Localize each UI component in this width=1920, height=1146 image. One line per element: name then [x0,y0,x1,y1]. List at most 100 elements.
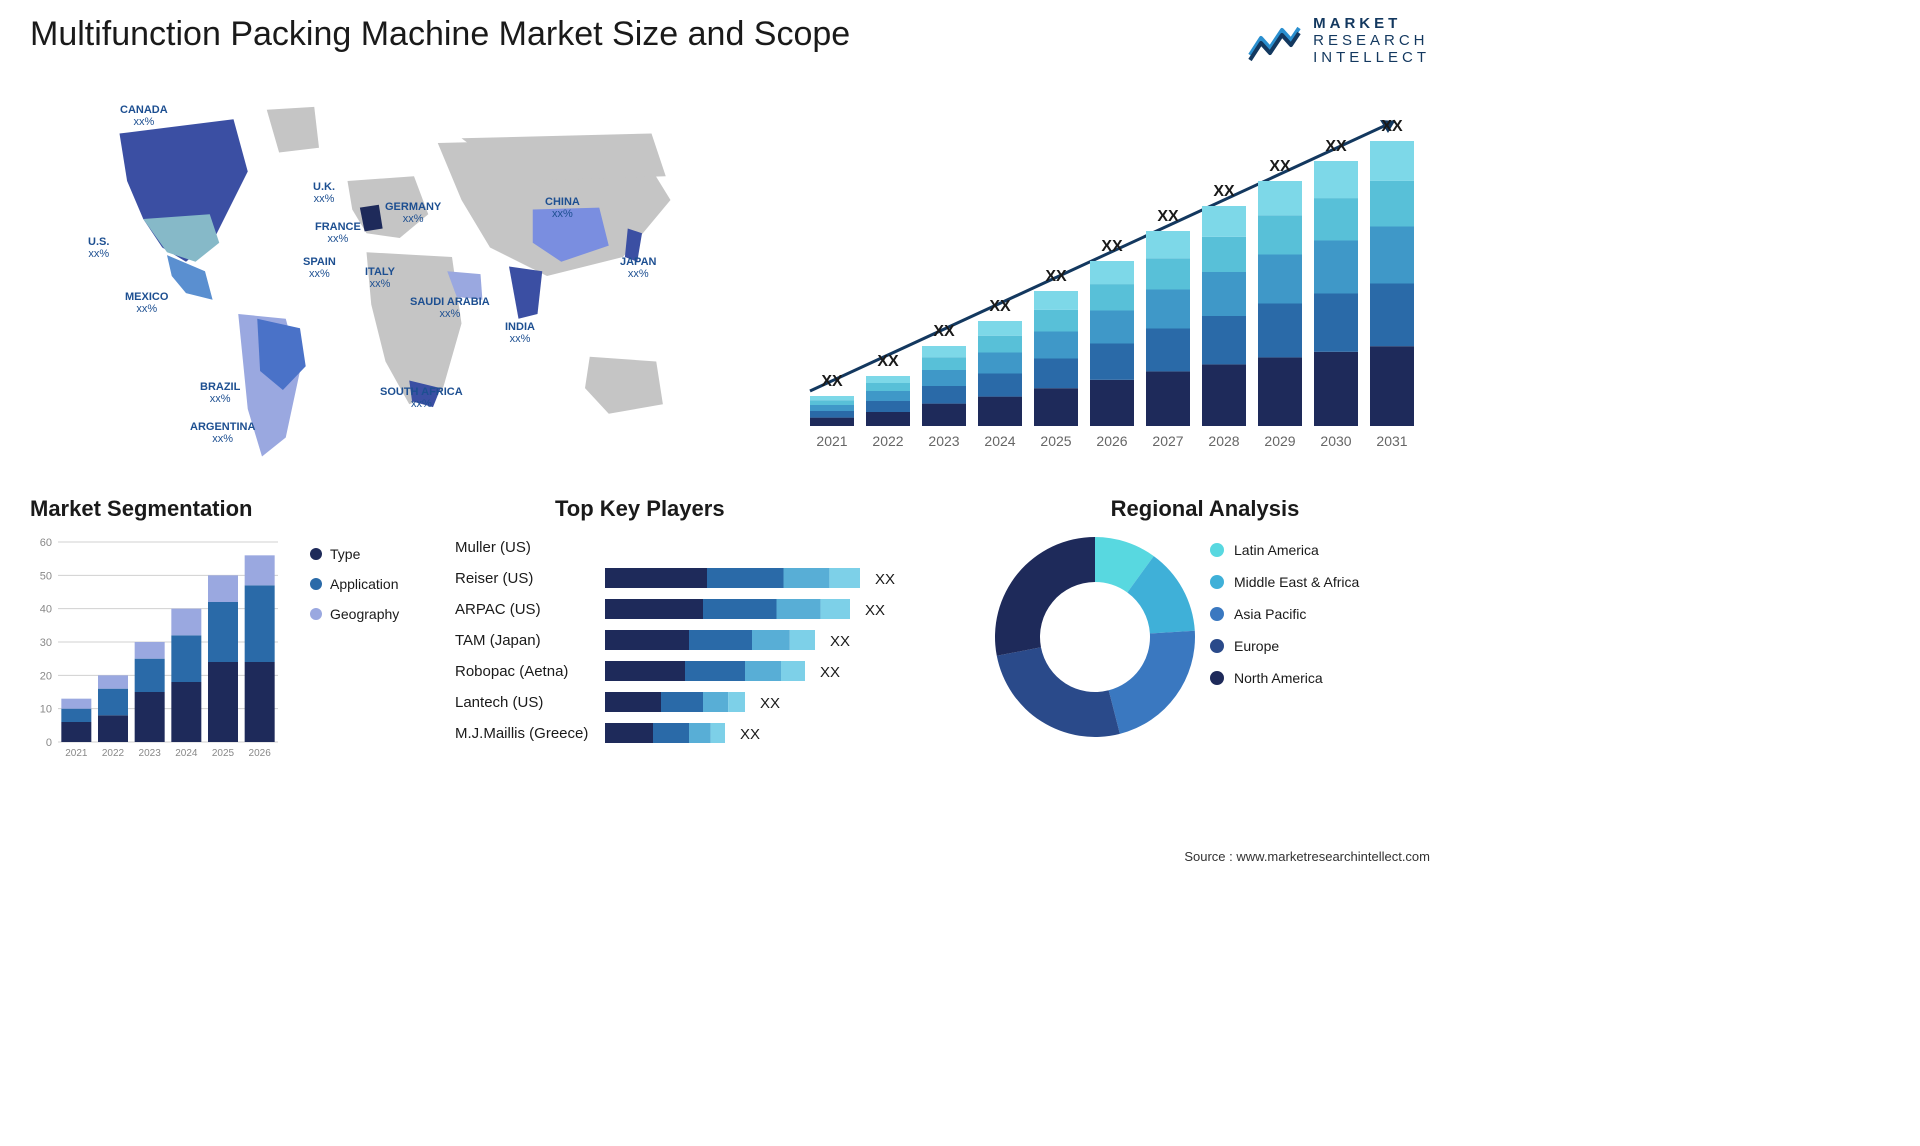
map-label-china: CHINAxx% [545,196,580,220]
growth-chart: XX2021XX2022XX2023XX2024XX2025XX2026XX20… [790,86,1430,466]
growth-bar-seg [922,357,966,370]
map-region-australia [585,357,663,414]
region-legend-item: Middle East & Africa [1210,574,1430,590]
growth-bar-seg [1090,284,1134,310]
growth-bar-seg [1314,198,1358,240]
growth-year-label: 2022 [872,433,903,449]
svg-text:50: 50 [40,570,52,582]
region-legend-item: Latin America [1210,542,1430,558]
growth-bar-seg [1146,258,1190,289]
players-chart: XXXXXXXXXXXX [605,532,945,752]
map-region-greenland [267,107,319,153]
growth-value-label: XX [1269,158,1291,175]
growth-bar-seg [1034,291,1078,310]
growth-value-label: XX [1101,238,1123,255]
player-name: Robopac (Aetna) [455,656,605,687]
segmentation-chart: 0102030405060202120222023202420252026 [30,532,290,772]
growth-bar-seg [1146,290,1190,329]
growth-bar-seg [978,374,1022,397]
seg-bar-seg [171,682,201,742]
seg-bar-seg [245,585,275,662]
growth-bar-seg [1314,241,1358,294]
svg-text:40: 40 [40,604,52,616]
player-value-label: XX [820,664,840,681]
growth-bar-seg [1258,181,1302,215]
map-label-spain: SPAINxx% [303,256,336,280]
growth-bar-seg [922,346,966,357]
svg-text:0: 0 [46,737,52,749]
player-value-label: XX [760,695,780,712]
map-region-mexico [167,255,213,300]
seg-bar-seg [135,692,165,742]
growth-bar-seg [1202,316,1246,364]
region-legend-item: North America [1210,670,1430,686]
growth-bar-seg [810,400,854,405]
regional-legend: Latin America Middle East & Africa Asia Pa… [1210,532,1430,742]
player-bar-seg [685,661,745,681]
growth-year-label: 2029 [1264,433,1295,449]
seg-bar-seg [208,662,238,742]
player-name: Lantech (US) [455,687,605,718]
player-bar-seg [605,692,661,712]
seg-year-label: 2026 [249,748,272,759]
segmentation-title: Market Segmentation [30,496,310,522]
growth-bar-seg [1370,227,1414,284]
seg-year-label: 2024 [175,748,198,759]
map-label-mexico: MEXICOxx% [125,291,168,315]
growth-bar-seg [922,370,966,386]
svg-text:60: 60 [40,537,52,549]
growth-bar-seg [978,353,1022,374]
map-label-france: FRANCExx% [315,221,361,245]
growth-bar-seg [1034,388,1078,426]
growth-bar-seg [866,401,910,412]
region-legend-item: Asia Pacific [1210,606,1430,622]
player-value-label: XX [740,726,760,743]
source-label: Source : www.marketresearchintellect.com [1184,849,1430,864]
seg-bar-seg [135,659,165,692]
map-region-india [509,267,542,319]
world-map-panel: CANADAxx%U.S.xx%MEXICOxx%BRAZILxx%ARGENT… [30,86,760,466]
growth-bar-seg [810,405,854,411]
map-label-canada: CANADAxx% [120,104,168,128]
logo-text: MARKET RESEARCH INTELLECT [1313,15,1430,66]
growth-bar-seg [978,336,1022,353]
growth-bar-seg [1090,344,1134,380]
growth-bar-seg [1314,294,1358,352]
seg-bar-seg [98,715,128,742]
players-title: Top Key Players [555,496,955,522]
growth-bar-seg [922,404,966,426]
growth-year-label: 2028 [1208,433,1239,449]
growth-year-label: 2021 [816,433,847,449]
seg-bar-seg [61,709,91,722]
growth-chart-panel: XX2021XX2022XX2023XX2024XX2025XX2026XX20… [790,86,1430,466]
logo: MARKET RESEARCH INTELLECT [1247,15,1430,66]
growth-bar-seg [1314,161,1358,198]
player-bar-seg [711,723,725,743]
player-bar-seg [790,630,815,650]
player-bar-seg [605,723,653,743]
segmentation-panel: Market Segmentation 01020304050602021202… [30,496,430,786]
player-bar-seg [829,568,860,588]
player-bar-seg [781,661,805,681]
growth-bar-seg [1202,272,1246,316]
map-label-saudi-arabia: SAUDI ARABIAxx% [410,296,490,320]
bottom-row: Market Segmentation 01020304050602021202… [30,496,1430,786]
growth-bar-seg [1202,206,1246,237]
svg-text:30: 30 [40,637,52,649]
map-label-u-k-: U.K.xx% [313,181,335,205]
players-names: Muller (US)Reiser (US)ARPAC (US)TAM (Jap… [455,532,605,757]
donut-segment [995,537,1095,656]
seg-bar-seg [98,689,128,716]
map-label-south-africa: SOUTH AFRICAxx% [380,386,463,410]
seg-year-label: 2025 [212,748,235,759]
donut-segment [1109,631,1195,734]
player-bar-seg [689,630,752,650]
player-bar-seg [605,599,703,619]
growth-bar-seg [810,411,854,418]
growth-bar-seg [1034,310,1078,332]
growth-bar-seg [1146,371,1190,426]
growth-bar-seg [866,391,910,401]
seg-legend-item: Type [310,546,430,562]
seg-bar-seg [135,642,165,659]
growth-bar-seg [1370,346,1414,426]
